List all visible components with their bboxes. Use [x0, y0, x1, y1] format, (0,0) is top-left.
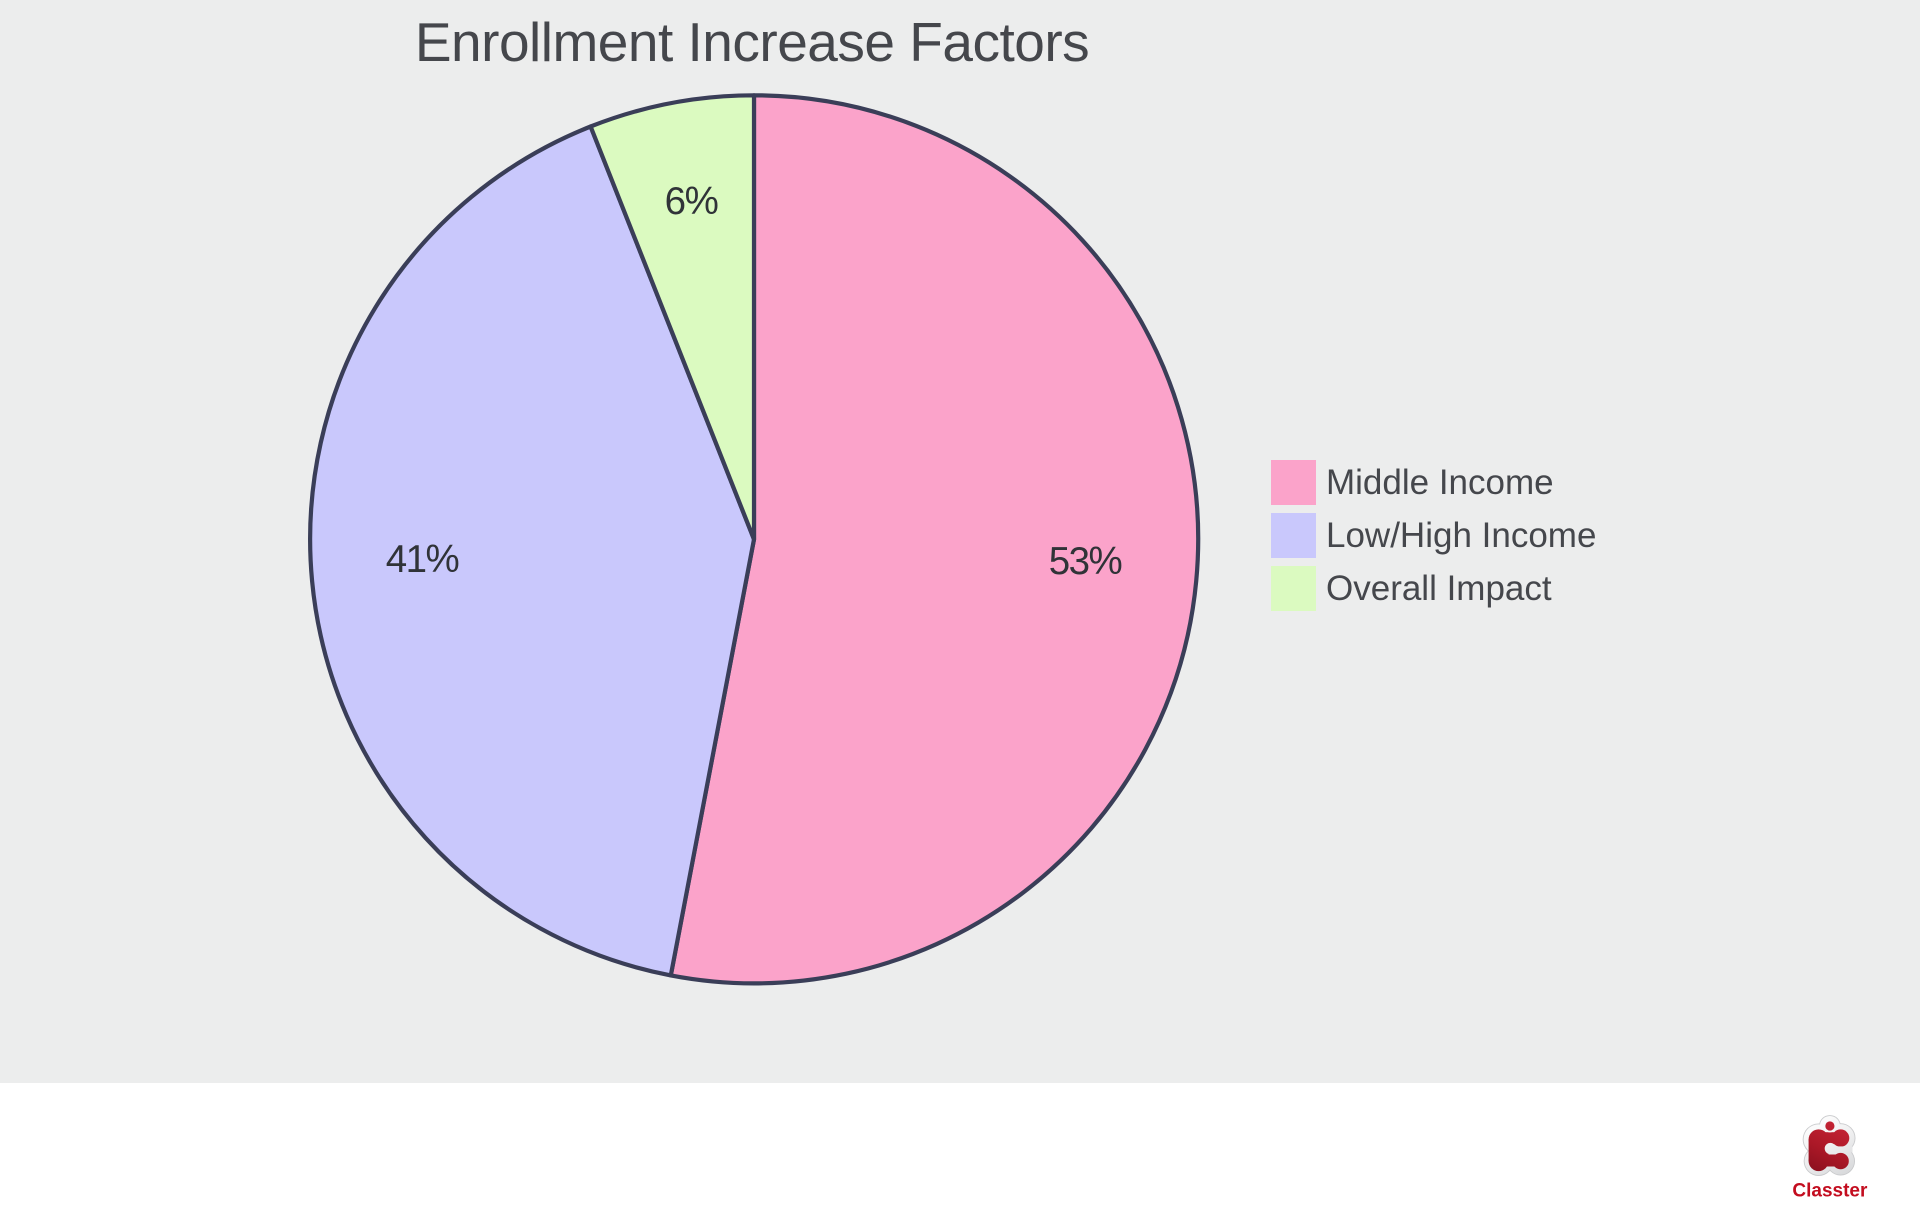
- svg-text:Classter: Classter: [1792, 1180, 1868, 1201]
